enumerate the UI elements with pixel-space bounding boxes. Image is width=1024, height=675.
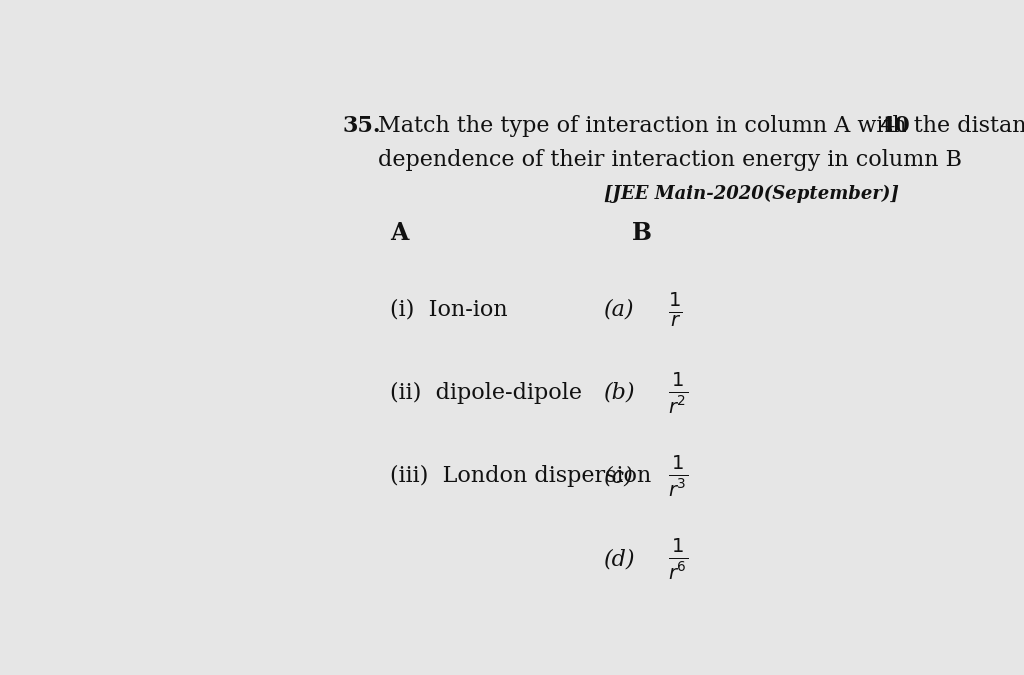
- Text: $\frac{1}{r^6}$: $\frac{1}{r^6}$: [668, 537, 688, 582]
- Text: (b): (b): [604, 382, 636, 404]
- Text: (c): (c): [604, 465, 634, 487]
- Text: [JEE Main-2020(September)]: [JEE Main-2020(September)]: [604, 185, 899, 203]
- Text: B: B: [632, 221, 652, 245]
- Text: (i)  Ion-ion: (i) Ion-ion: [390, 299, 508, 321]
- Text: $\frac{1}{r^3}$: $\frac{1}{r^3}$: [668, 453, 688, 499]
- Text: $\frac{1}{r}$: $\frac{1}{r}$: [668, 290, 682, 329]
- Text: $\frac{1}{r^2}$: $\frac{1}{r^2}$: [668, 370, 688, 416]
- Text: dependence of their interaction energy in column B: dependence of their interaction energy i…: [378, 148, 962, 171]
- Text: (iii)  London dispersion: (iii) London dispersion: [390, 465, 651, 487]
- Text: (a): (a): [604, 299, 635, 321]
- Text: (ii)  dipole-dipole: (ii) dipole-dipole: [390, 382, 582, 404]
- Text: A: A: [390, 221, 409, 245]
- Text: (d): (d): [604, 548, 636, 570]
- Text: Match the type of interaction in column A with the distance: Match the type of interaction in column …: [378, 115, 1024, 137]
- Text: 35.: 35.: [342, 115, 381, 137]
- Text: 40: 40: [879, 115, 909, 137]
